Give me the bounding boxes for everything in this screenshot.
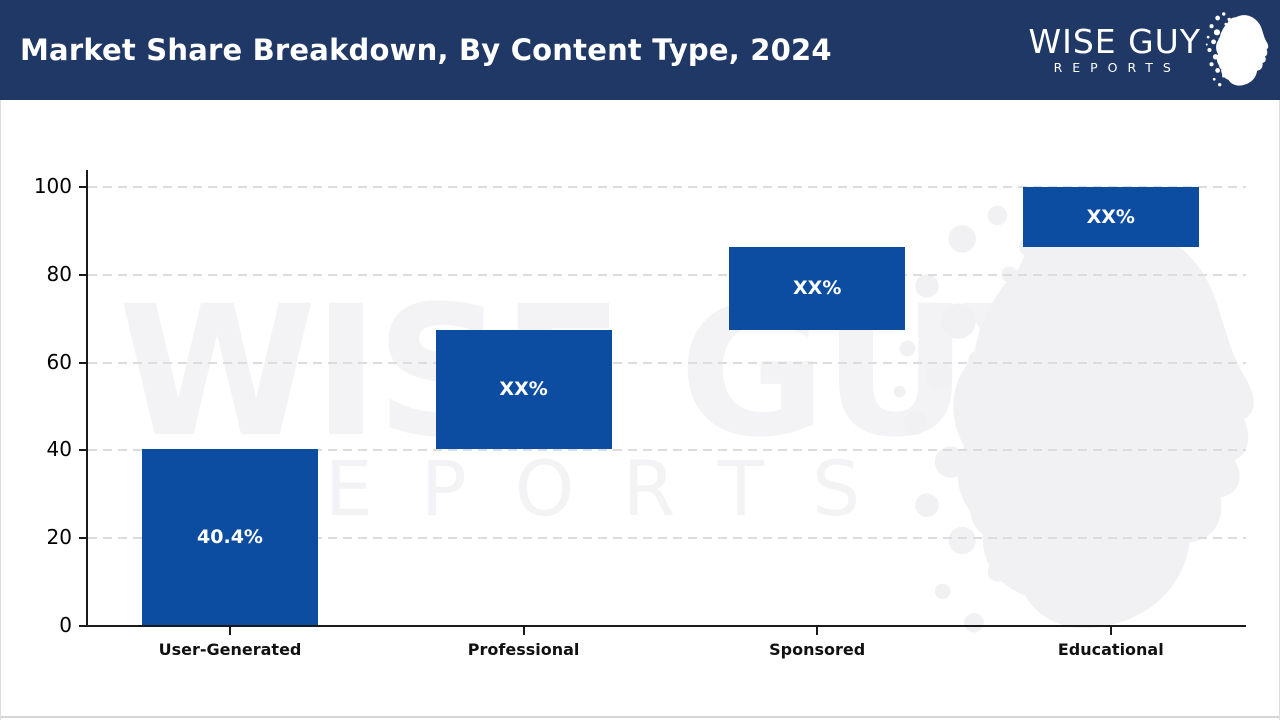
y-tick-mark: [79, 361, 88, 364]
x-tick-mark: [816, 627, 819, 635]
y-tick-mark: [79, 625, 88, 627]
y-tick-mark: [79, 449, 88, 452]
bar-value-label: XX%: [1086, 206, 1135, 229]
header-bar: Market Share Breakdown, By Content Type,…: [0, 0, 1280, 100]
bar-value-label: XX%: [793, 277, 842, 300]
bar-value-label: 40.4%: [197, 526, 263, 549]
logo-face-icon: [1202, 8, 1270, 92]
x-tick-mark: [522, 627, 525, 635]
y-tick-mark: [79, 537, 88, 540]
chart-title: Market Share Breakdown, By Content Type,…: [20, 33, 832, 67]
left-frame-line: [0, 100, 1, 720]
y-tick-label: 0: [59, 613, 72, 637]
bar-value-label: XX%: [499, 378, 548, 401]
gridline: [88, 537, 1246, 540]
wiseguy-logo: WISE GUY REPORTS: [1028, 8, 1270, 92]
gridline: [88, 186, 1246, 188]
bar: XX%: [729, 247, 906, 330]
x-tick-mark: [1109, 627, 1112, 635]
chart-area: 0 20 40 60 80 100 40.4% User-Generated XX% Profes…: [0, 100, 1280, 720]
logo-line2: REPORTS: [1053, 60, 1181, 76]
y-tick-mark: [79, 186, 88, 188]
y-tick-label: 20: [46, 525, 72, 550]
gridline: [88, 449, 1246, 452]
x-tick-label: User-Generated: [158, 640, 302, 659]
bar: 40.4%: [142, 448, 318, 626]
bar: XX%: [1022, 187, 1199, 248]
gridline: [88, 361, 1246, 364]
y-tick-label: 80: [46, 261, 72, 286]
x-tick-label: Educational: [1057, 640, 1164, 659]
x-tick-mark: [229, 627, 231, 635]
y-tick-label: 40: [46, 437, 72, 462]
bottom-frame-line: [0, 716, 1280, 718]
y-axis-line: [86, 170, 88, 627]
watermark-text-line2: REPORTS: [224, 444, 909, 533]
y-tick-label: 100: [33, 174, 72, 198]
gridline: [88, 273, 1246, 276]
x-tick-label: Professional: [467, 640, 580, 659]
y-tick-mark: [79, 273, 88, 276]
y-tick-label: 60: [46, 349, 72, 374]
logo-line1: WISE GUY: [1028, 22, 1201, 62]
x-axis-line: [86, 625, 1246, 627]
logo-text: WISE GUY REPORTS: [1028, 25, 1201, 75]
x-tick-label: Sponsored: [769, 640, 866, 659]
bar: XX%: [435, 329, 612, 449]
